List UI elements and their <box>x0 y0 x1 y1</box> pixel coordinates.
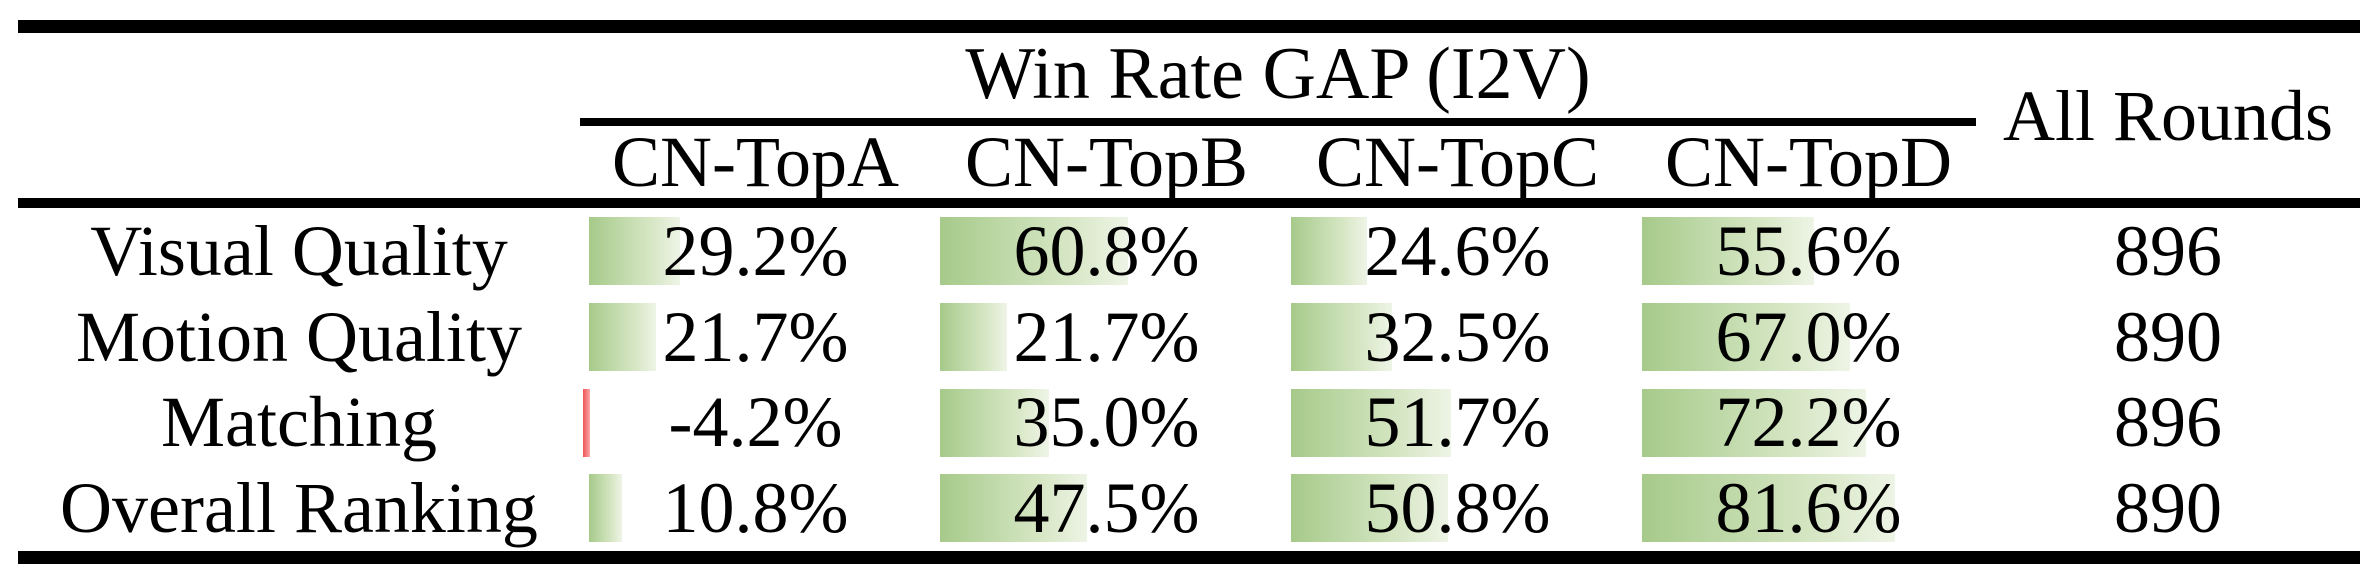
win-rate-value: 72.2% <box>1715 382 1902 463</box>
column-header-cn-topb: CN-TopB <box>965 122 1248 202</box>
table-top-rule <box>18 20 2360 33</box>
row-label: Visual Quality <box>90 210 508 291</box>
win-rate-value: 51.7% <box>1364 382 1551 463</box>
win-rate-cell: 47.5% <box>931 465 1282 551</box>
negative-win-rate-bar <box>583 388 590 457</box>
column-header-cn-topa: CN-TopA <box>612 122 899 202</box>
win-rate-value: 10.8% <box>662 468 849 549</box>
table-body: Visual Quality 29.2% 60.8% 24.6% 55.6% 896 Mot… <box>0 208 2374 551</box>
win-rate-cell: 24.6% <box>1282 208 1633 294</box>
table-bottom-rule <box>18 551 2360 564</box>
win-rate-value: 35.0% <box>1013 382 1200 463</box>
win-rate-bar <box>940 388 1049 457</box>
win-rate-cell: 51.7% <box>1282 380 1633 466</box>
header-separator-rule <box>18 198 2360 208</box>
row-label: Motion Quality <box>76 296 522 377</box>
win-rate-cell: -4.2% <box>580 380 931 466</box>
table-row: Matching -4.2% 35.0% 51.7% 72.2% 896 <box>0 380 2374 466</box>
win-rate-bar <box>589 302 657 371</box>
win-rate-cell: 55.6% <box>1633 208 1984 294</box>
win-rate-value: 60.8% <box>1013 210 1200 291</box>
win-rate-cell: 81.6% <box>1633 465 1984 551</box>
win-rate-bar <box>1291 474 1449 543</box>
column-header-cn-topd: CN-TopD <box>1665 122 1952 202</box>
win-rate-cell: 21.7% <box>931 294 1282 380</box>
table-row: Visual Quality 29.2% 60.8% 24.6% 55.6% 896 <box>0 208 2374 294</box>
win-rate-value: 32.5% <box>1364 296 1551 377</box>
all-rounds-value: 890 <box>2114 468 2222 549</box>
win-rate-value: 47.5% <box>1013 468 1200 549</box>
all-rounds-header: All Rounds <box>2002 75 2334 156</box>
win-rate-value: 29.2% <box>662 210 849 291</box>
win-rate-cell: 32.5% <box>1282 294 1633 380</box>
column-header-cn-topc: CN-TopC <box>1316 122 1599 202</box>
row-label: Overall Ranking <box>60 468 538 549</box>
win-rate-bar <box>1642 388 1866 457</box>
all-rounds-value: 890 <box>2114 296 2222 377</box>
row-label: Matching <box>161 382 437 463</box>
all-rounds-value: 896 <box>2114 382 2222 463</box>
win-rate-bar <box>1291 388 1452 457</box>
win-rate-bar <box>1291 302 1392 371</box>
column-header-row: CN-TopA CN-TopB CN-TopC CN-TopD <box>0 126 2374 198</box>
table-row: Overall Ranking 10.8% 47.5% 50.8% 81.6% 890 <box>0 465 2374 551</box>
win-rate-bar <box>940 302 1008 371</box>
win-rate-bar <box>940 217 1129 285</box>
win-rate-bar <box>589 217 680 285</box>
win-rate-value: 24.6% <box>1364 210 1551 291</box>
win-rate-value: 55.6% <box>1715 210 1902 291</box>
win-rate-bar <box>589 474 623 543</box>
win-rate-value: 81.6% <box>1715 468 1902 549</box>
win-rate-bar <box>940 474 1088 543</box>
win-rate-bar <box>1642 302 1850 371</box>
win-rate-value: 21.7% <box>662 296 849 377</box>
win-rate-bar <box>1291 217 1368 285</box>
win-rate-cell: 21.7% <box>580 294 931 380</box>
win-rate-value: -4.2% <box>668 382 843 463</box>
win-rate-value: 50.8% <box>1364 468 1551 549</box>
win-rate-cell: 67.0% <box>1633 294 1984 380</box>
table-row: Motion Quality 21.7% 21.7% 32.5% 67.0% 890 <box>0 294 2374 380</box>
all-rounds-value: 896 <box>2114 210 2222 291</box>
win-rate-cell: 29.2% <box>580 208 931 294</box>
win-rate-bar <box>1642 217 1815 285</box>
win-rate-value: 67.0% <box>1715 296 1902 377</box>
table-title: Win Rate GAP (I2V) <box>965 33 1591 115</box>
win-rate-cell: 35.0% <box>931 380 1282 466</box>
win-rate-cell: 10.8% <box>580 465 931 551</box>
win-rate-value: 21.7% <box>1013 296 1200 377</box>
win-rate-cell: 60.8% <box>931 208 1282 294</box>
win-rate-cell: 72.2% <box>1633 380 1984 466</box>
win-rate-cell: 50.8% <box>1282 465 1633 551</box>
win-rate-bar <box>1642 474 1895 543</box>
title-underline-rule <box>580 118 1976 126</box>
